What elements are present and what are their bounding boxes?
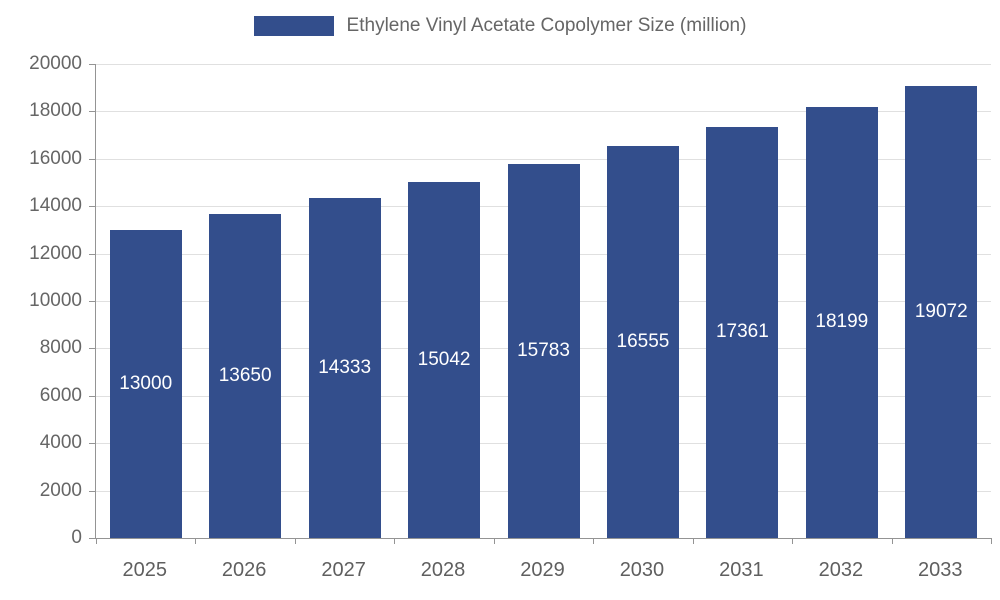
x-tick-mark [494,538,495,544]
gridline [96,158,991,160]
legend-swatch[interactable] [253,16,334,36]
y-tick-mark [89,443,95,445]
x-tick-label: 2033 [918,559,963,581]
x-tick-mark [593,538,594,544]
bar [508,164,580,538]
bar-value-label: 16555 [616,331,670,352]
y-tick-mark [89,301,95,302]
legend-label: Ethylene Vinyl Acetate Copolymer Size (m… [346,15,747,36]
gridline [96,64,991,65]
bar-value-label: 13000 [119,373,173,394]
bar-value-label: 13650 [218,365,272,386]
x-tick-mark [195,538,196,544]
bar [607,146,679,538]
x-tick-label: 2032 [818,559,864,581]
bar [110,230,182,538]
x-tick-label: 2031 [719,559,764,581]
bar-value-label: 19072 [914,301,968,322]
x-tick-label: 2026 [221,559,267,581]
gridline [96,111,991,113]
y-tick-mark [89,111,95,113]
y-tick-mark [89,206,95,208]
y-tick-mark [89,64,95,65]
plot-area: 13000 13650 14333 15042 15783 16555 17361 18199… [89,64,992,544]
y-tick-label: 10000 [29,290,82,311]
bar [309,198,381,538]
bar [706,127,778,538]
x-tick-mark [991,538,992,544]
x-tick-label: 2025 [122,559,167,581]
bar-value-label: 14333 [318,357,372,378]
y-tick-label: 6000 [39,384,82,406]
bar-value-label: 15042 [417,349,471,370]
y-tick-mark [89,348,95,350]
y-axis-labels: 0 2000 4000 6000 8000 10000 12000 14000 16000 180… [0,53,82,548]
y-tick-label: 18000 [29,100,82,122]
bar-value-label: 17361 [715,321,769,342]
y-tick-label: 12000 [29,242,82,264]
x-tick-mark [693,538,694,544]
y-tick-mark [89,253,95,255]
y-tick-label: 16000 [29,147,82,169]
bar [905,86,977,538]
x-tick-label: 2027 [321,559,366,581]
y-tick-mark [89,158,95,160]
x-tick-label: 2030 [619,559,665,581]
y-tick-label: 20000 [29,53,82,74]
y-tick-mark [89,490,95,492]
y-tick-label: 4000 [39,432,82,454]
x-tick-mark [295,538,296,544]
y-tick-label: 2000 [39,479,82,501]
bar [408,182,480,538]
x-tick-mark [892,538,893,544]
y-tick-label: 0 [71,527,82,548]
legend: Ethylene Vinyl Acetate Copolymer Size (m… [0,15,1000,37]
x-tick-mark [96,538,97,544]
bar [209,214,281,538]
x-tick-mark [792,538,793,544]
x-tick-label: 2028 [420,559,466,581]
y-tick-label: 8000 [39,337,82,359]
y-tick-label: 14000 [29,195,82,217]
bar [806,107,878,538]
x-tick-label: 2029 [520,559,565,581]
bar-value-label: 15783 [517,340,570,361]
x-axis-labels: 2025 2026 2027 2028 2029 2030 2031 2032 2033 [95,558,990,586]
y-tick-mark [89,538,95,539]
y-tick-mark [89,395,95,397]
x-tick-mark [394,538,395,544]
bar-value-label: 18199 [815,311,869,332]
